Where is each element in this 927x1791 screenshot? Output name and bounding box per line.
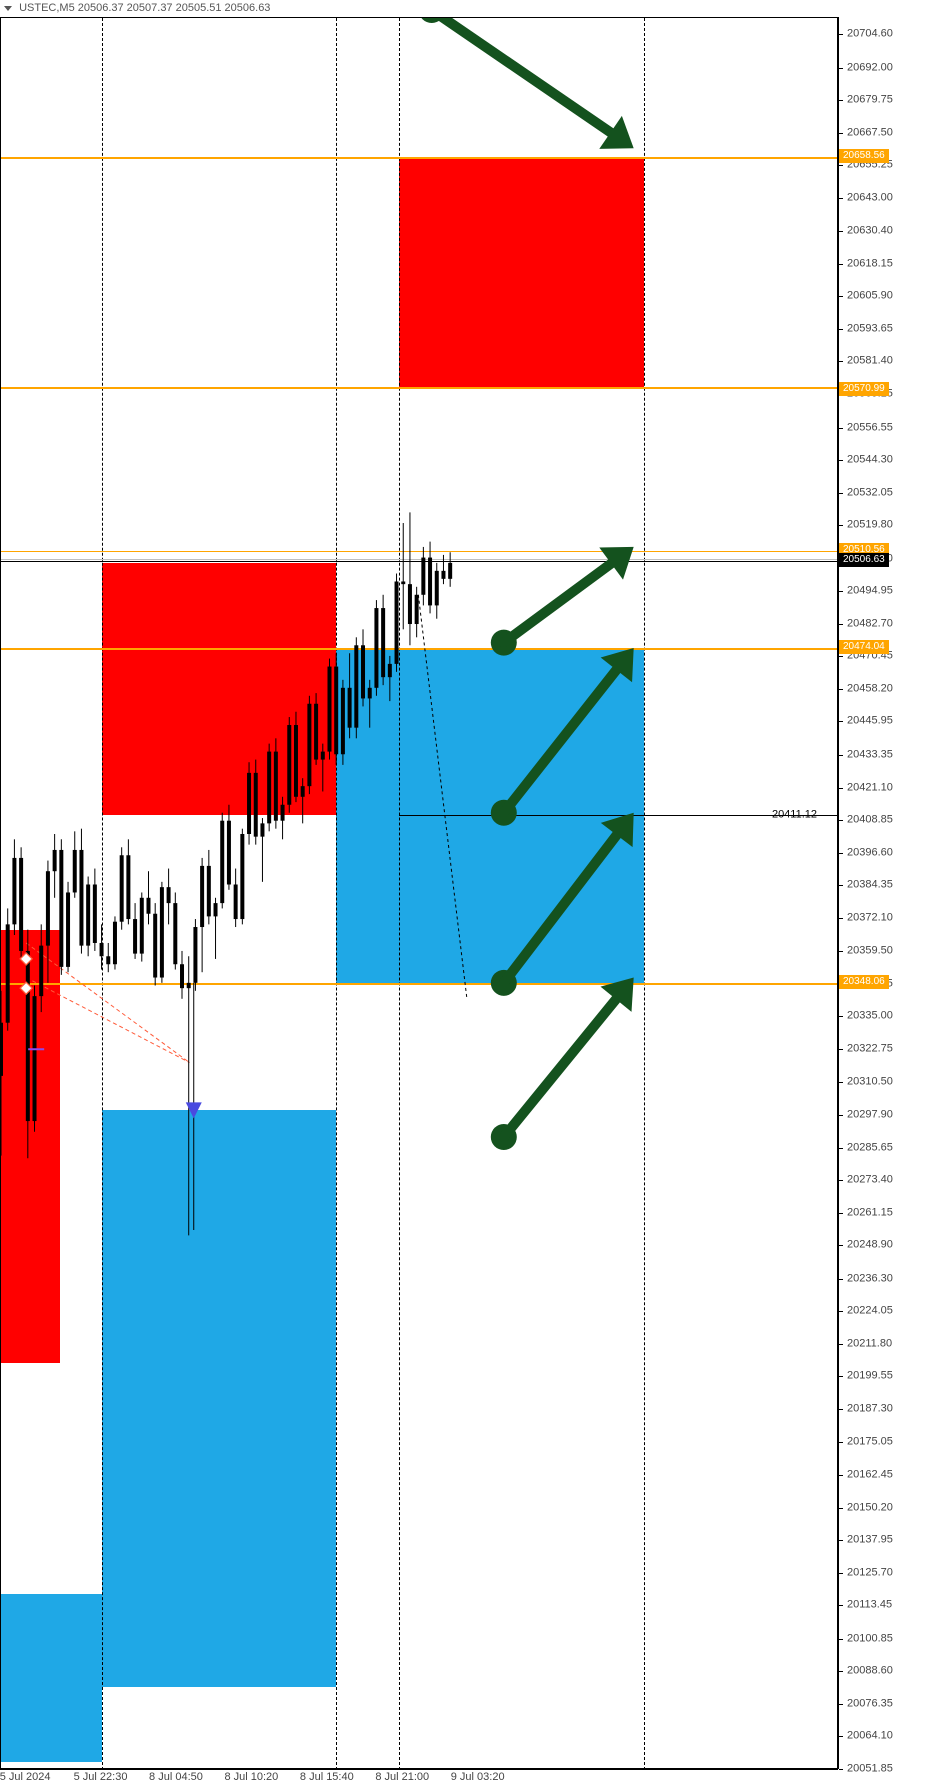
price-badge: 20658.56 <box>839 149 889 163</box>
title-text: USTEC,M5 20506.37 20507.37 20505.51 2050… <box>19 2 270 14</box>
x-tick-label: 8 Jul 04:50 <box>149 1772 203 1783</box>
price-badge: 20506.63 <box>839 553 889 567</box>
y-tick-label: 20310.50 <box>847 1076 893 1087</box>
plot-area[interactable]: 20411.12 <box>0 17 838 1769</box>
y-tick-label: 20297.90 <box>847 1110 893 1121</box>
y-tick-label: 20421.10 <box>847 782 893 793</box>
y-tick-label: 20187.30 <box>847 1403 893 1414</box>
price-annotation: 20411.12 <box>772 810 817 821</box>
chart-title: USTEC,M5 20506.37 20507.37 20505.51 2050… <box>0 0 927 16</box>
y-tick-label: 20261.15 <box>847 1207 893 1218</box>
y-tick-label: 20396.60 <box>847 847 893 858</box>
y-tick-label: 20051.85 <box>847 1764 893 1775</box>
y-tick-label: 20556.55 <box>847 422 893 433</box>
y-tick-label: 20125.70 <box>847 1567 893 1578</box>
zone-rect <box>1 930 60 1363</box>
y-tick-label: 20445.95 <box>847 716 893 727</box>
y-tick-label: 20704.60 <box>847 29 893 40</box>
y-tick-label: 20335.00 <box>847 1011 893 1022</box>
y-tick-label: 20532.05 <box>847 487 893 498</box>
y-tick-label: 20519.80 <box>847 520 893 531</box>
y-tick-label: 20162.45 <box>847 1470 893 1481</box>
x-tick-label: 8 Jul 21:00 <box>375 1772 429 1783</box>
y-tick-label: 20384.35 <box>847 880 893 891</box>
price-axis[interactable]: 20704.6020692.0020679.7520667.5020655.25… <box>838 17 927 1769</box>
price-badge: 20474.04 <box>839 640 889 654</box>
y-tick-label: 20544.30 <box>847 455 893 466</box>
y-tick-label: 20359.50 <box>847 946 893 957</box>
y-tick-label: 20088.60 <box>847 1666 893 1677</box>
y-tick-label: 20064.10 <box>847 1731 893 1742</box>
y-tick-label: 20285.65 <box>847 1142 893 1153</box>
x-tick-label: 5 Jul 22:30 <box>74 1772 128 1783</box>
hline <box>1 983 838 985</box>
y-tick-label: 20482.70 <box>847 618 893 629</box>
y-tick-label: 20113.45 <box>847 1600 892 1611</box>
vline <box>399 18 400 1769</box>
y-tick-label: 20175.05 <box>847 1436 893 1447</box>
hline <box>1 551 838 552</box>
x-tick-label: 9 Jul 03:20 <box>451 1772 505 1783</box>
y-tick-label: 20137.95 <box>847 1535 893 1546</box>
y-tick-label: 20199.55 <box>847 1371 893 1382</box>
hline <box>1 561 838 562</box>
vline <box>644 18 645 1769</box>
hline <box>1 559 838 560</box>
x-tick-label: 8 Jul 10:20 <box>224 1772 278 1783</box>
y-tick-label: 20372.10 <box>847 912 893 923</box>
vline <box>336 18 337 1769</box>
y-tick-label: 20593.65 <box>847 323 893 334</box>
y-tick-label: 20211.80 <box>847 1338 892 1349</box>
zone-rect <box>399 157 644 387</box>
zone-rect <box>102 563 337 816</box>
zone-rect <box>102 1110 337 1687</box>
time-axis[interactable]: 5 Jul 2024 5 Jul 22:30 8 Jul 04:50 8 Jul 10… <box>0 1769 838 1791</box>
hline <box>1 387 838 389</box>
chart-window: USTEC,M5 20506.37 20507.37 20505.51 2050… <box>0 0 927 1791</box>
vline <box>102 18 103 1769</box>
y-tick-label: 20630.40 <box>847 226 893 237</box>
y-tick-label: 20433.35 <box>847 749 893 760</box>
y-tick-label: 20692.00 <box>847 62 893 73</box>
hline <box>1 157 838 159</box>
y-tick-label: 20248.90 <box>847 1240 893 1251</box>
y-tick-label: 20581.40 <box>847 356 893 367</box>
y-tick-label: 20100.85 <box>847 1633 893 1644</box>
dropdown-icon[interactable] <box>4 6 12 11</box>
hline <box>1 648 838 650</box>
zone-rect <box>1 1594 102 1761</box>
x-tick-label: 5 Jul 2024 <box>0 1772 51 1783</box>
y-tick-label: 20458.20 <box>847 683 893 694</box>
y-tick-label: 20618.15 <box>847 258 893 269</box>
y-tick-label: 20667.50 <box>847 127 893 138</box>
y-tick-label: 20408.85 <box>847 815 893 826</box>
x-tick-label: 8 Jul 15:40 <box>300 1772 354 1783</box>
y-tick-label: 20273.40 <box>847 1175 893 1186</box>
y-tick-label: 20224.05 <box>847 1306 893 1317</box>
price-badge: 20348.06 <box>839 975 889 989</box>
y-tick-label: 20494.95 <box>847 586 893 597</box>
y-tick-label: 20322.75 <box>847 1043 893 1054</box>
y-tick-label: 20236.30 <box>847 1273 893 1284</box>
y-tick-label: 20605.90 <box>847 291 893 302</box>
y-tick-label: 20076.35 <box>847 1698 893 1709</box>
y-tick-label: 20679.75 <box>847 95 893 106</box>
y-tick-label: 20150.20 <box>847 1502 893 1513</box>
y-tick-label: 20643.00 <box>847 192 893 203</box>
price-badge: 20570.99 <box>839 382 889 396</box>
